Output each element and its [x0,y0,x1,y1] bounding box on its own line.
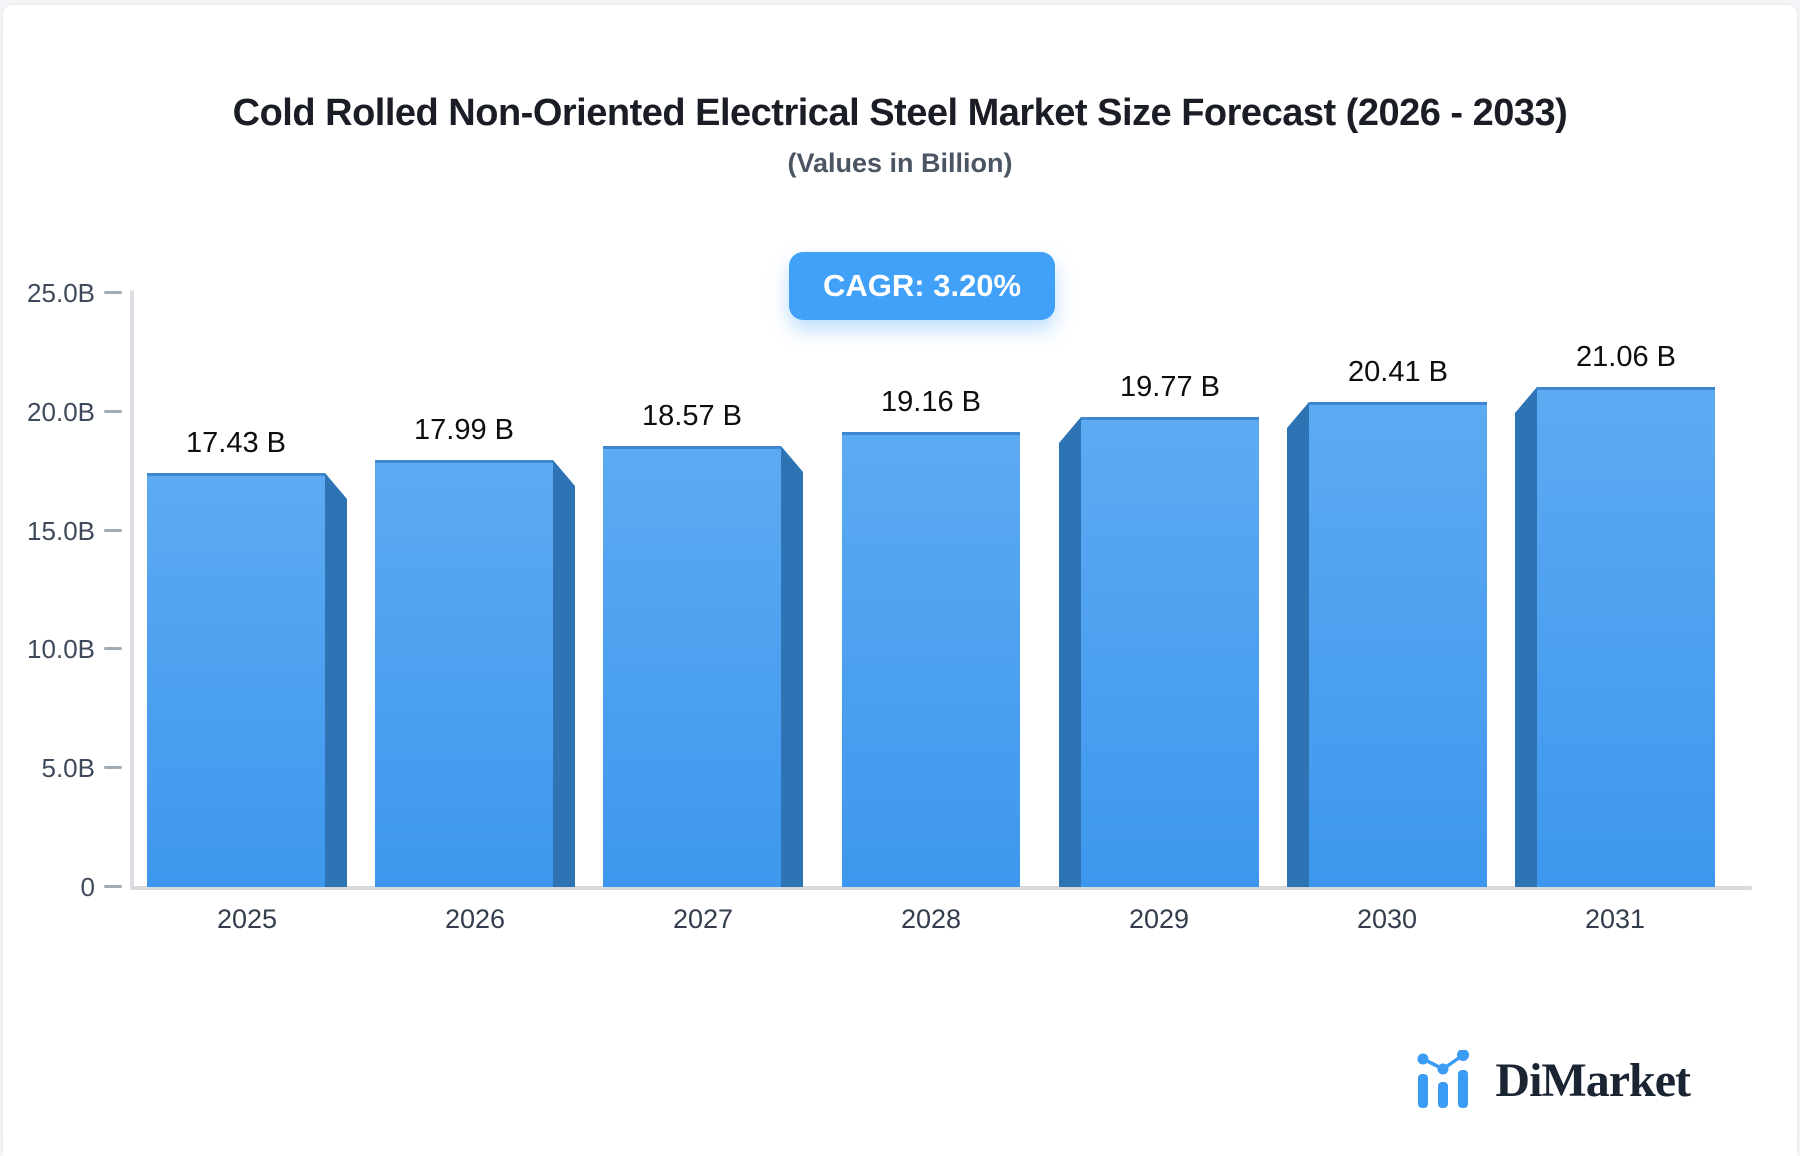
bar-chart-icon [1417,1050,1470,1108]
y-axis-tick-mark [104,409,122,413]
bar-3d-side [781,446,803,887]
y-axis-tick-label: 25.0B [27,278,95,308]
bar-face [1081,417,1259,887]
y-axis-tick-label: 0 [80,872,95,902]
x-axis-tick-label: 2031 [1584,904,1646,934]
cagr-badge: CAGR: 3.20% [789,252,1056,320]
bar-3d-side [1287,402,1309,887]
bar-2026[interactable] [375,460,575,887]
brand-name: DiMarket [1495,1053,1691,1107]
y-axis-tick-label: 15.0B [27,515,95,546]
page-title: Cold Rolled Non-Oriented Electrical Stee… [232,92,1568,134]
bar-2025[interactable] [147,473,347,887]
y-axis-line [130,290,134,890]
x-axis-tick-label: 2025 [216,904,278,934]
y-axis-tick-label: 5.0B [41,753,96,784]
bar-3d-side [1515,387,1537,887]
bar-2029[interactable] [1059,417,1259,887]
bar-value-label: 17.99 B [414,414,514,446]
bar-face [842,432,1020,887]
bar-2028[interactable] [842,432,1020,887]
bar-3d-side [325,473,347,887]
y-axis-tick-label: 20.0B [27,396,95,427]
bar-3d-side [553,460,575,887]
page-subtitle: (Values in Billion) [787,148,1013,178]
y-axis-tick-mark [104,291,122,294]
x-axis-tick-label: 2029 [1128,904,1190,934]
x-axis-tick-label: 2030 [1356,904,1418,934]
bar-face [147,473,325,887]
x-axis-tick-label: 2026 [444,904,506,934]
bar-face [375,460,553,887]
x-axis-line [130,886,1752,890]
dimarket-watermark: DiMarket [1415,1050,1691,1110]
x-axis-tick-label: 2028 [900,904,962,934]
bar-2027[interactable] [603,446,803,887]
y-axis-tick-mark [104,647,122,651]
bar-face [1537,387,1715,887]
bar-value-label: 17.43 B [186,427,286,459]
bar-2030[interactable] [1287,402,1487,887]
bar-3d-side [1059,417,1081,887]
y-axis-tick-mark [104,766,122,770]
bar-face [1309,402,1487,887]
bar-2031[interactable] [1515,387,1715,887]
bar-value-label: 21.06 B [1576,341,1676,373]
y-axis-tick-mark [104,528,122,532]
bar-value-label: 19.77 B [1120,371,1220,403]
y-axis-tick-mark [104,885,122,888]
bar-value-label: 19.16 B [881,386,981,418]
bar-value-label: 20.41 B [1348,356,1448,388]
y-axis-tick-label: 10.0B [27,634,95,665]
bar-face [603,446,781,887]
bar-value-label: 18.57 B [642,400,742,432]
x-axis-tick-label: 2027 [672,904,734,934]
